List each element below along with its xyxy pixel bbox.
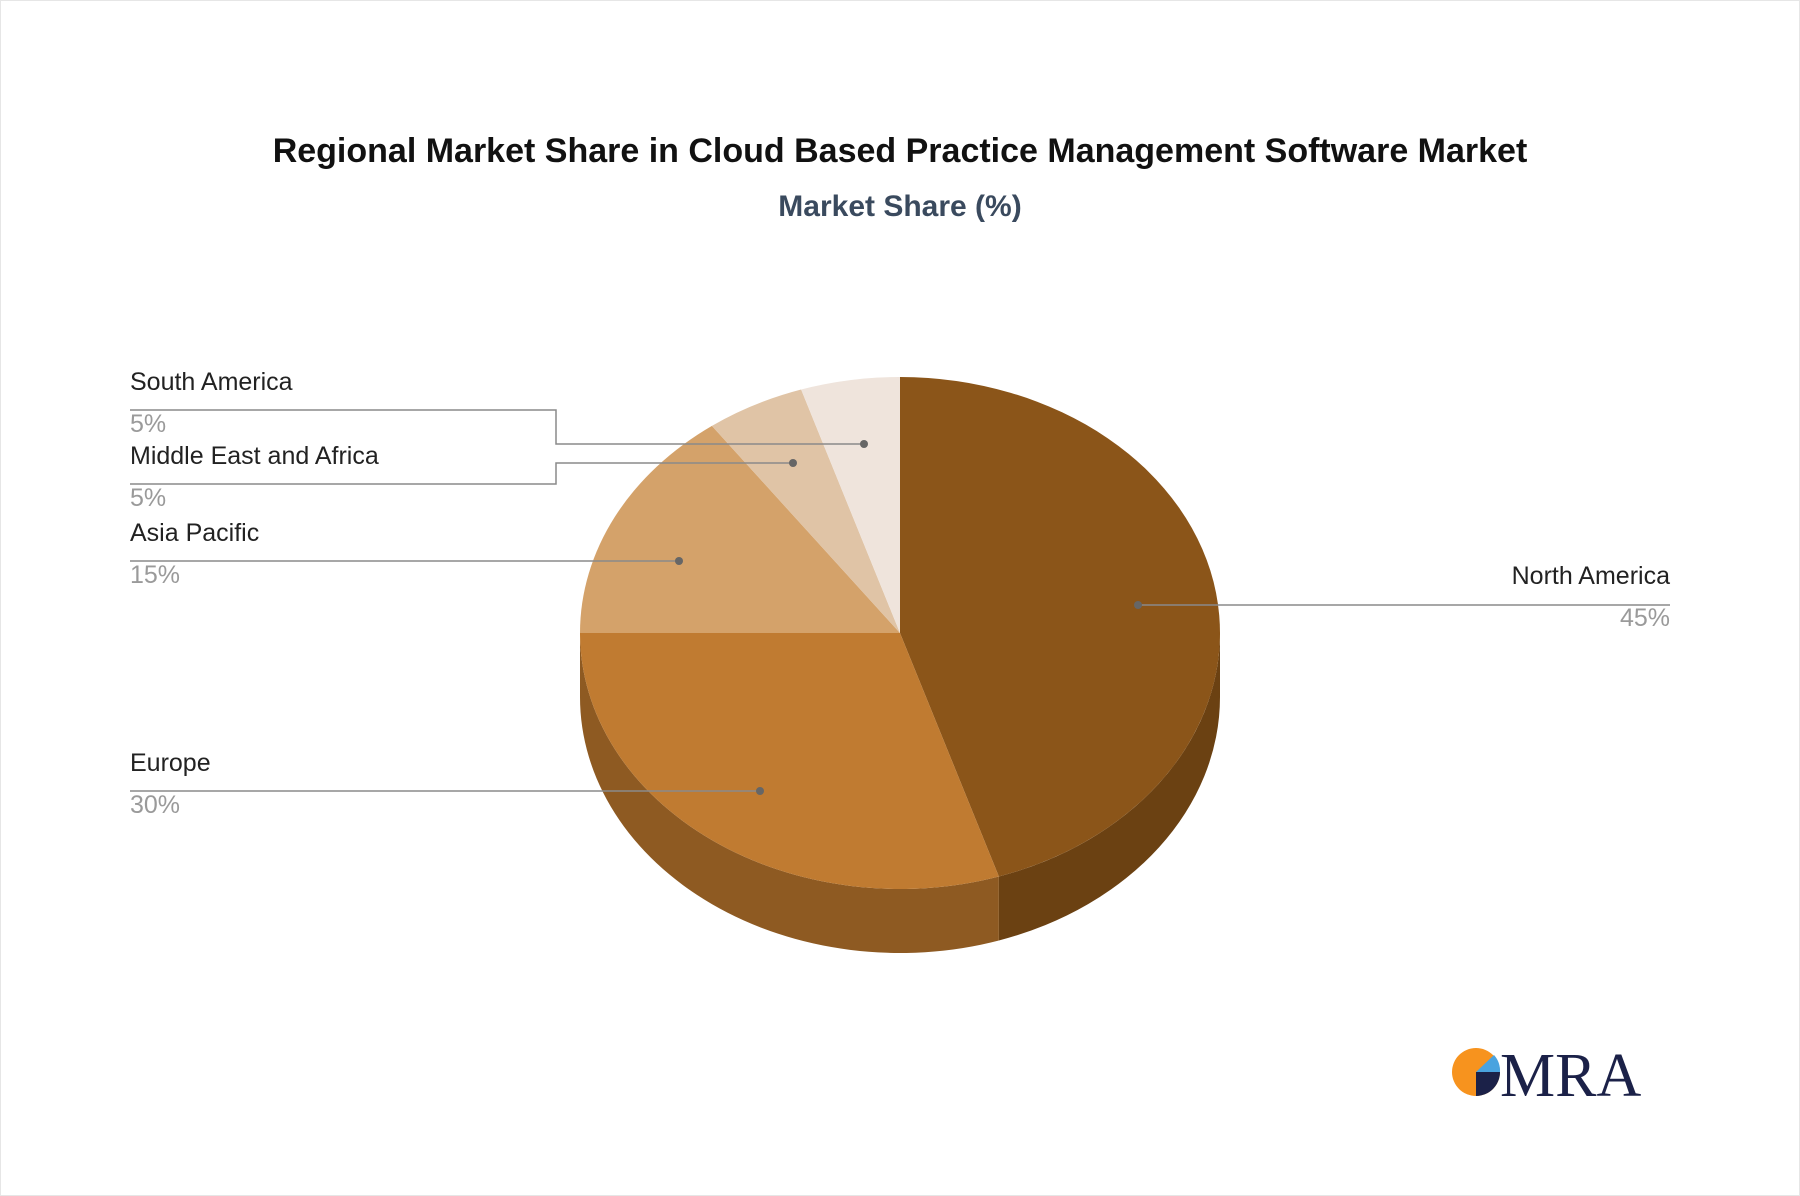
pie-side-europe bbox=[580, 633, 999, 953]
label-north-america: North America bbox=[1512, 562, 1670, 590]
logo-wedge-icon bbox=[1476, 1072, 1500, 1096]
pie-slice-europe[interactable] bbox=[580, 633, 999, 889]
callout-line-middle-east-and-africa bbox=[130, 462, 793, 485]
value-asia-pacific: 15% bbox=[130, 561, 180, 589]
value-south-america: 5% bbox=[130, 410, 166, 438]
callout-dot-north-america bbox=[1134, 601, 1142, 609]
value-north-america: 45% bbox=[1620, 604, 1670, 632]
logo-text: MRA bbox=[1500, 1042, 1641, 1110]
label-asia-pacific: Asia Pacific bbox=[130, 519, 259, 547]
pie-slice-middle-east-and-africa[interactable] bbox=[711, 389, 900, 633]
callout-line-south-america bbox=[130, 409, 864, 445]
value-europe: 30% bbox=[130, 791, 180, 819]
pie-slice-north-america[interactable] bbox=[900, 377, 1221, 877]
pie-slice-asia-pacific[interactable] bbox=[580, 425, 900, 633]
pie-slice-south-america[interactable] bbox=[801, 377, 900, 633]
label-south-america: South America bbox=[130, 368, 293, 396]
pie-side-north-america bbox=[998, 633, 1220, 941]
callout-dot-asia-pacific bbox=[675, 557, 683, 565]
label-europe: Europe bbox=[130, 749, 211, 777]
label-middle-east-and-africa: Middle East and Africa bbox=[130, 442, 379, 470]
callout-dot-south-america bbox=[860, 440, 868, 448]
chart-title: Regional Market Share in Cloud Based Pra… bbox=[272, 132, 1528, 170]
callout-dot-europe bbox=[756, 787, 764, 795]
value-middle-east-and-africa: 5% bbox=[130, 484, 166, 512]
pie-sides bbox=[580, 633, 1220, 953]
pie-callouts: North America 45% Europe 30% Asia Pacific 15%… bbox=[130, 368, 1670, 819]
callout-dot-middle-east-and-africa bbox=[789, 459, 797, 467]
chart-subtitle: Market Share (%) bbox=[778, 190, 1022, 223]
logo-wedge-light-icon bbox=[1476, 1055, 1501, 1072]
pie-tops bbox=[580, 377, 1221, 889]
mra-logo: MRA bbox=[1452, 1042, 1641, 1110]
